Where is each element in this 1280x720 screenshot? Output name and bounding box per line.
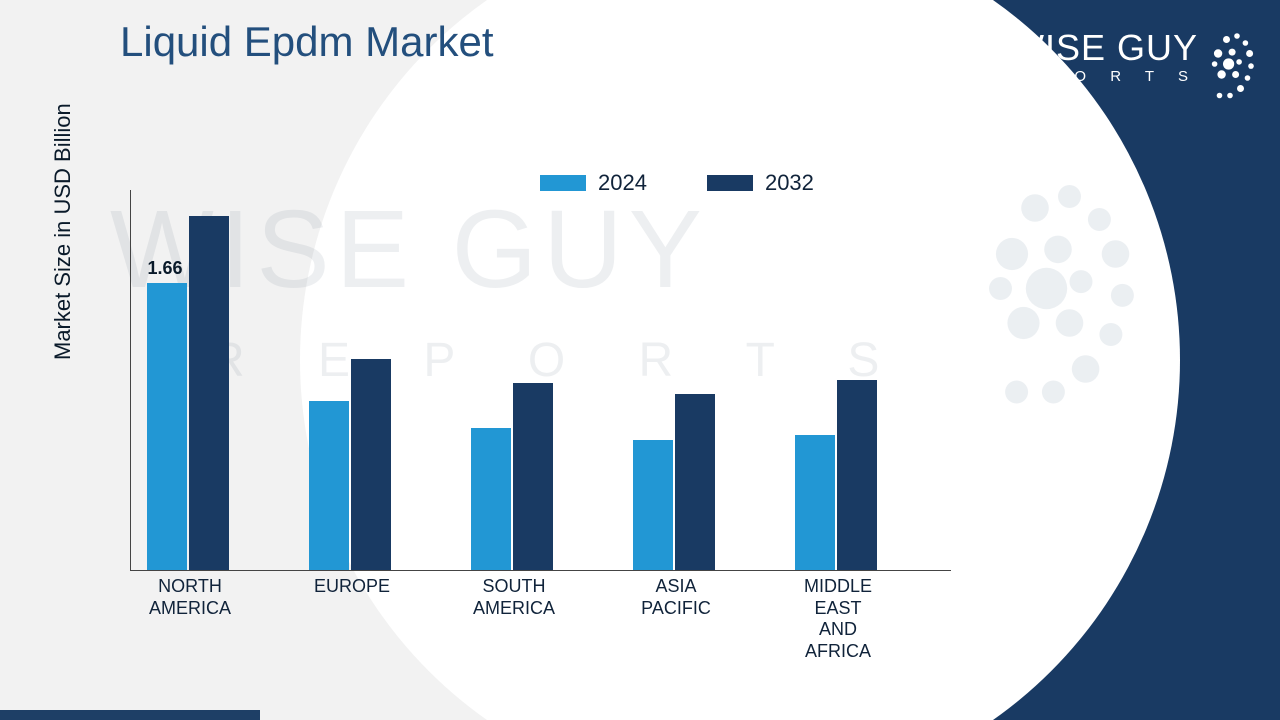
page: Liquid Epdm Market WISE GUY R E P O R T … — [0, 0, 1280, 720]
y-axis-label: Market Size in USD Billion — [50, 103, 76, 360]
bar-2032 — [189, 216, 229, 570]
x-tick-label: EUROPE — [282, 576, 422, 598]
brand-logo: WISE GUY R E P O R T S — [971, 30, 1258, 85]
x-tick-label: ASIA PACIFIC — [606, 576, 746, 619]
bar-2024 — [147, 283, 187, 570]
x-tick-label: NORTH AMERICA — [120, 576, 260, 619]
bar-chart: Market Size in USD Billion 1.66 NORTH AM… — [60, 160, 960, 700]
logo-text-main: WISE GUY — [971, 30, 1198, 66]
bar-2024 — [633, 440, 673, 570]
bar-value-label: 1.66 — [135, 258, 195, 279]
bar-2032 — [837, 380, 877, 570]
x-tick-label: MIDDLE EAST AND AFRICA — [768, 576, 908, 662]
x-tick-label: SOUTH AMERICA — [444, 576, 584, 619]
logo-text-sub: R E P O R T S — [971, 68, 1198, 85]
bottom-accent-bar — [0, 710, 260, 720]
bar-2032 — [675, 394, 715, 570]
bar-2024 — [309, 401, 349, 570]
bar-2032 — [351, 359, 391, 570]
bar-2024 — [795, 435, 835, 570]
bar-2032 — [513, 383, 553, 570]
plot-area: 1.66 — [130, 190, 951, 571]
chart-title: Liquid Epdm Market — [120, 18, 494, 66]
bar-2024 — [471, 428, 511, 570]
